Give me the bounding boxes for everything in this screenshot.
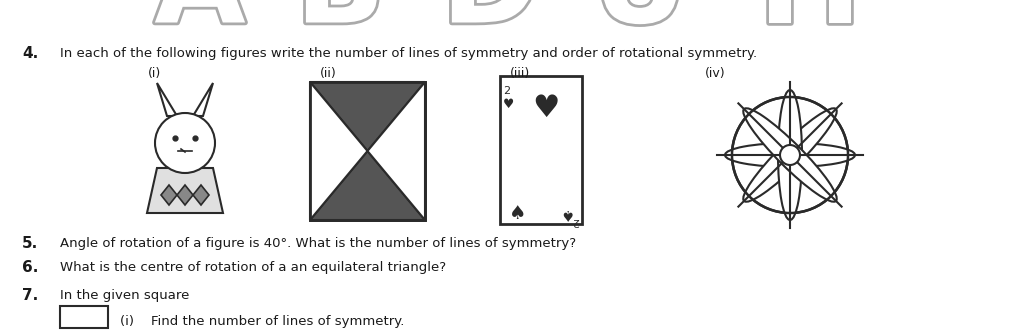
Polygon shape <box>193 83 213 116</box>
Ellipse shape <box>725 143 855 167</box>
Text: ♠: ♠ <box>557 206 570 221</box>
Text: D: D <box>441 0 539 47</box>
Bar <box>60 306 108 328</box>
Polygon shape <box>147 168 223 213</box>
Text: (iv): (iv) <box>705 67 726 80</box>
Circle shape <box>155 113 215 173</box>
Text: What is the centre of rotation of a an equilateral triangle?: What is the centre of rotation of a an e… <box>60 262 446 275</box>
Polygon shape <box>310 82 425 151</box>
Text: (i)    Find the number of lines of symmetry.: (i) Find the number of lines of symmetry… <box>120 316 404 329</box>
Text: 2: 2 <box>571 216 579 226</box>
Text: A: A <box>155 0 246 47</box>
Text: ♠: ♠ <box>509 204 526 223</box>
Text: 6.: 6. <box>22 261 38 276</box>
Text: U: U <box>592 0 688 47</box>
Text: B: B <box>295 0 385 47</box>
Text: ♥: ♥ <box>532 94 560 123</box>
Polygon shape <box>193 185 209 205</box>
Bar <box>310 82 425 220</box>
Ellipse shape <box>778 90 802 220</box>
Bar <box>500 76 582 224</box>
Text: 5.: 5. <box>22 235 38 250</box>
Text: (i): (i) <box>148 67 161 80</box>
Text: (ii): (ii) <box>319 67 337 80</box>
Text: I: I <box>758 0 802 47</box>
Text: 7.: 7. <box>22 288 38 303</box>
Polygon shape <box>310 82 368 220</box>
Polygon shape <box>161 185 177 205</box>
Ellipse shape <box>743 108 837 202</box>
Polygon shape <box>368 82 425 220</box>
Bar <box>310 82 425 220</box>
Polygon shape <box>310 151 425 220</box>
Polygon shape <box>157 83 177 116</box>
Circle shape <box>732 97 848 213</box>
Text: ♥: ♥ <box>503 98 514 111</box>
Polygon shape <box>177 185 193 205</box>
Text: Angle of rotation of a figure is 40°. What is the number of lines of symmetry?: Angle of rotation of a figure is 40°. Wh… <box>60 236 577 249</box>
Text: (iii): (iii) <box>510 67 530 80</box>
Text: 2: 2 <box>503 86 510 96</box>
Text: 4.: 4. <box>22 45 38 60</box>
Text: In the given square: In the given square <box>60 289 189 302</box>
Circle shape <box>780 145 800 165</box>
Text: In each of the following figures write the number of lines of symmetry and order: In each of the following figures write t… <box>60 46 757 59</box>
Text: I: I <box>818 0 862 47</box>
Ellipse shape <box>743 108 837 202</box>
